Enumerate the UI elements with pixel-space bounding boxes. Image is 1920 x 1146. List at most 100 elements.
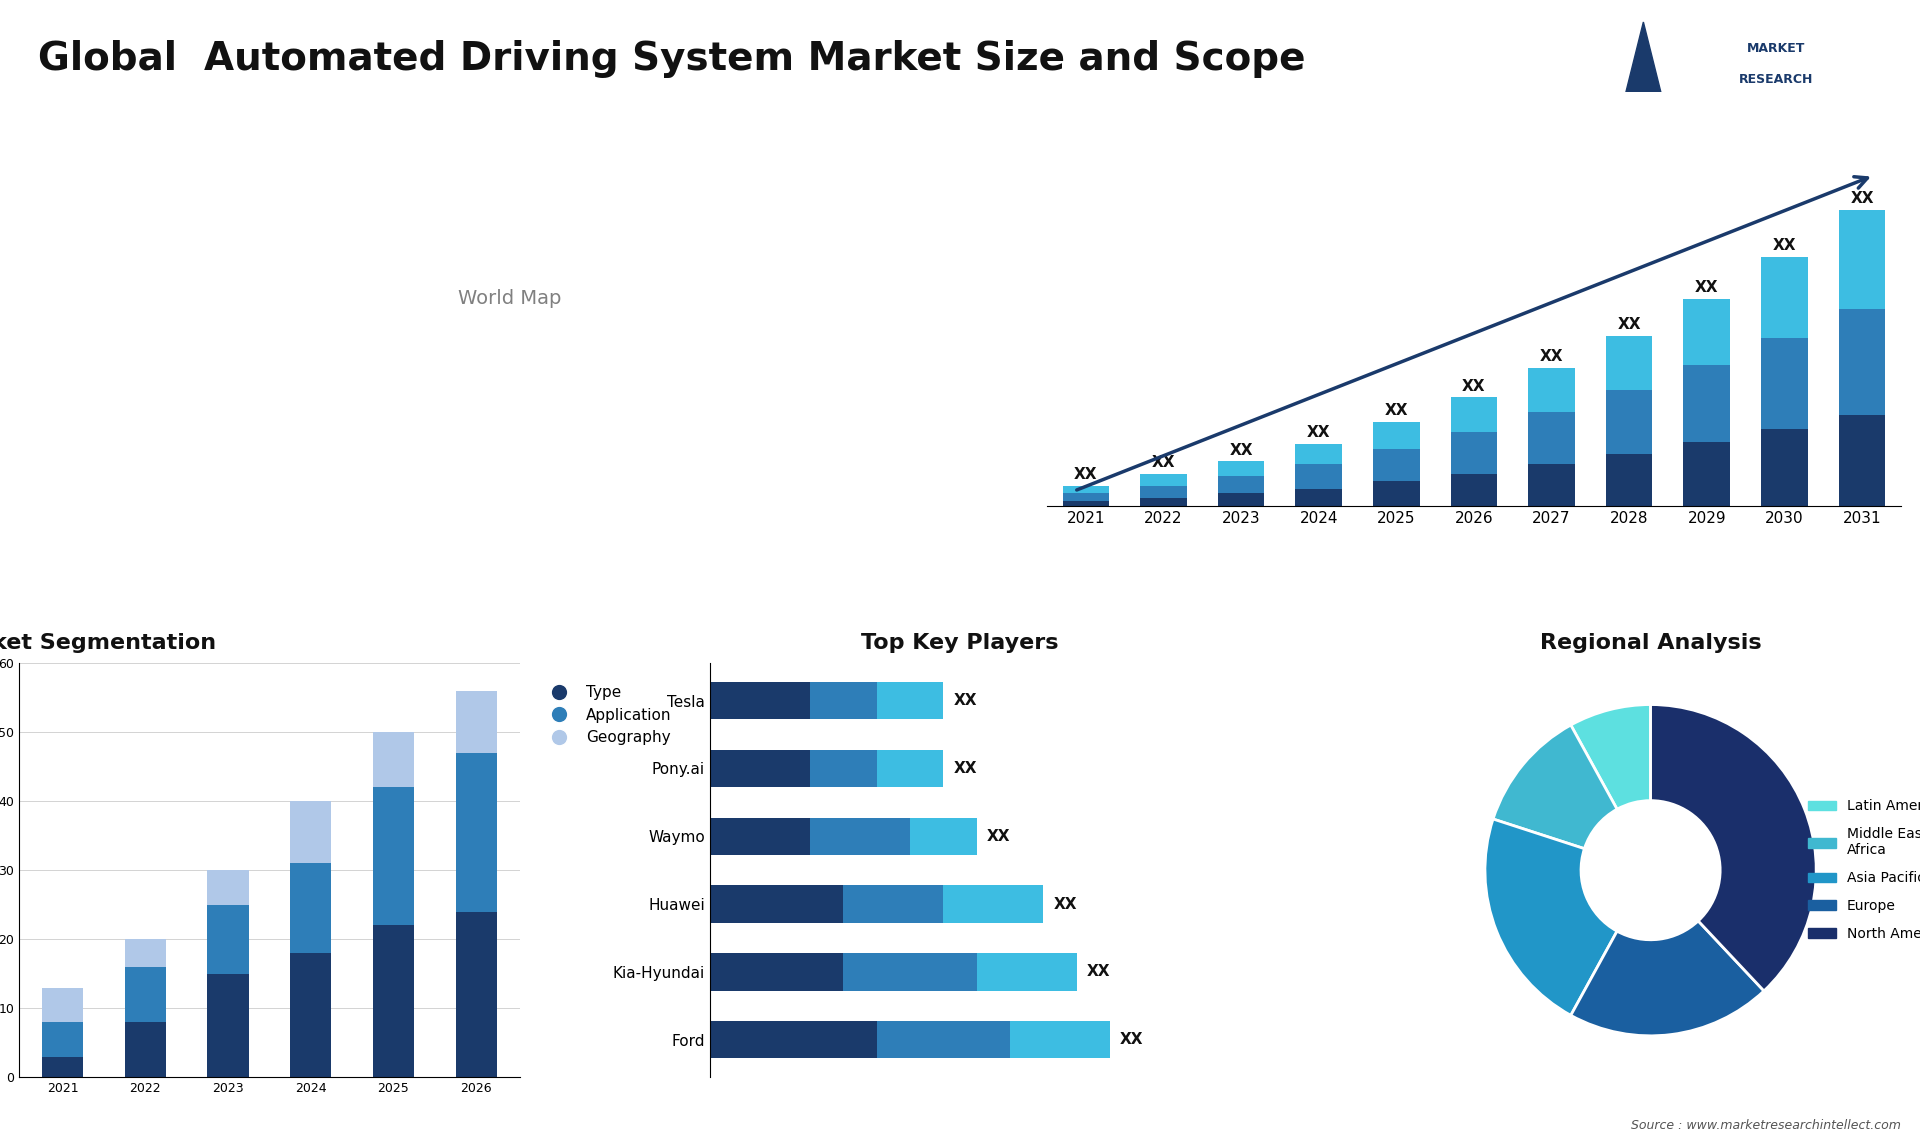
Text: XX: XX xyxy=(1851,191,1874,206)
Text: XX: XX xyxy=(1087,965,1110,980)
Bar xyxy=(1373,481,1419,505)
Bar xyxy=(1684,299,1730,366)
Bar xyxy=(125,940,165,967)
Text: XX: XX xyxy=(1229,442,1252,457)
Bar xyxy=(1605,336,1653,390)
Bar xyxy=(372,926,415,1077)
Bar xyxy=(1452,432,1498,473)
Bar xyxy=(1528,413,1574,464)
Bar xyxy=(1140,499,1187,505)
Bar xyxy=(1761,430,1807,505)
Text: XX: XX xyxy=(954,761,977,776)
Bar xyxy=(1605,454,1653,505)
Bar xyxy=(125,967,165,1022)
Text: Market Segmentation: Market Segmentation xyxy=(0,634,217,653)
Bar xyxy=(1839,308,1885,415)
Text: MARKET: MARKET xyxy=(1747,42,1805,55)
Bar xyxy=(42,1057,83,1077)
Legend: Latin America, Middle East &
Africa, Asia Pacific, Europe, North America: Latin America, Middle East & Africa, Asi… xyxy=(1803,794,1920,947)
Text: RESEARCH: RESEARCH xyxy=(1740,73,1812,86)
Text: Source : www.marketresearchintellect.com: Source : www.marketresearchintellect.com xyxy=(1630,1120,1901,1132)
Bar xyxy=(843,953,977,990)
Bar xyxy=(1839,415,1885,505)
Bar xyxy=(877,749,943,787)
Wedge shape xyxy=(1571,705,1651,809)
Bar xyxy=(1140,473,1187,486)
Bar xyxy=(1684,366,1730,441)
Bar xyxy=(877,682,943,720)
Bar xyxy=(1217,494,1263,505)
Bar xyxy=(455,691,497,753)
Bar xyxy=(1062,494,1110,501)
Bar xyxy=(810,682,877,720)
Wedge shape xyxy=(1571,921,1764,1036)
Bar xyxy=(1373,422,1419,449)
Bar xyxy=(1062,501,1110,505)
Bar xyxy=(1684,441,1730,505)
Text: XX: XX xyxy=(1054,896,1077,911)
Bar xyxy=(810,817,910,855)
Bar xyxy=(710,886,843,923)
Bar xyxy=(125,1022,165,1077)
Bar xyxy=(207,904,250,974)
Text: XX: XX xyxy=(1695,280,1718,295)
Bar xyxy=(372,732,415,787)
Bar xyxy=(455,911,497,1077)
Bar xyxy=(1010,1021,1110,1059)
Bar xyxy=(290,801,332,863)
Text: XX: XX xyxy=(954,693,977,708)
Bar xyxy=(1296,464,1342,488)
Text: XX: XX xyxy=(1617,317,1642,332)
Text: XX: XX xyxy=(1463,378,1486,393)
Text: XX: XX xyxy=(1540,350,1563,364)
Title: Regional Analysis: Regional Analysis xyxy=(1540,634,1761,653)
Bar xyxy=(1761,338,1807,430)
Bar xyxy=(810,749,877,787)
Wedge shape xyxy=(1651,705,1816,991)
Title: Top Key Players: Top Key Players xyxy=(862,634,1058,653)
Text: XX: XX xyxy=(1119,1033,1144,1047)
Bar xyxy=(710,817,810,855)
Bar xyxy=(1528,464,1574,505)
Bar xyxy=(42,988,83,1022)
Bar xyxy=(710,953,843,990)
Bar xyxy=(1296,445,1342,464)
Bar xyxy=(710,682,810,720)
Bar xyxy=(455,753,497,911)
Text: XX: XX xyxy=(1152,455,1175,470)
Legend: Type, Application, Geography: Type, Application, Geography xyxy=(538,680,678,752)
Polygon shape xyxy=(1619,22,1668,124)
Text: XX: XX xyxy=(987,829,1010,843)
Bar xyxy=(843,886,943,923)
Bar xyxy=(1217,477,1263,494)
Bar xyxy=(1605,390,1653,454)
Bar xyxy=(207,974,250,1077)
Bar xyxy=(1839,210,1885,308)
Bar xyxy=(290,863,332,953)
Text: XX: XX xyxy=(1073,468,1098,482)
Text: XX: XX xyxy=(1384,403,1407,418)
Bar xyxy=(877,1021,1010,1059)
Bar xyxy=(290,953,332,1077)
Text: Global  Automated Driving System Market Size and Scope: Global Automated Driving System Market S… xyxy=(38,40,1306,78)
Bar xyxy=(710,749,810,787)
Bar xyxy=(42,1022,83,1057)
Wedge shape xyxy=(1494,725,1617,849)
Bar xyxy=(943,886,1043,923)
Bar xyxy=(1296,488,1342,505)
Bar xyxy=(1528,368,1574,413)
Bar xyxy=(910,817,977,855)
Bar xyxy=(1140,486,1187,499)
Text: XX: XX xyxy=(1308,425,1331,440)
Bar xyxy=(1373,449,1419,481)
Text: World Map: World Map xyxy=(459,289,563,308)
Bar xyxy=(1452,473,1498,505)
Text: XX: XX xyxy=(1772,238,1795,253)
Text: INTELLECT: INTELLECT xyxy=(1740,105,1812,118)
Bar xyxy=(710,1021,877,1059)
Bar xyxy=(1452,398,1498,432)
Bar xyxy=(372,787,415,926)
Bar xyxy=(207,870,250,904)
Bar xyxy=(977,953,1077,990)
Bar xyxy=(1062,486,1110,494)
